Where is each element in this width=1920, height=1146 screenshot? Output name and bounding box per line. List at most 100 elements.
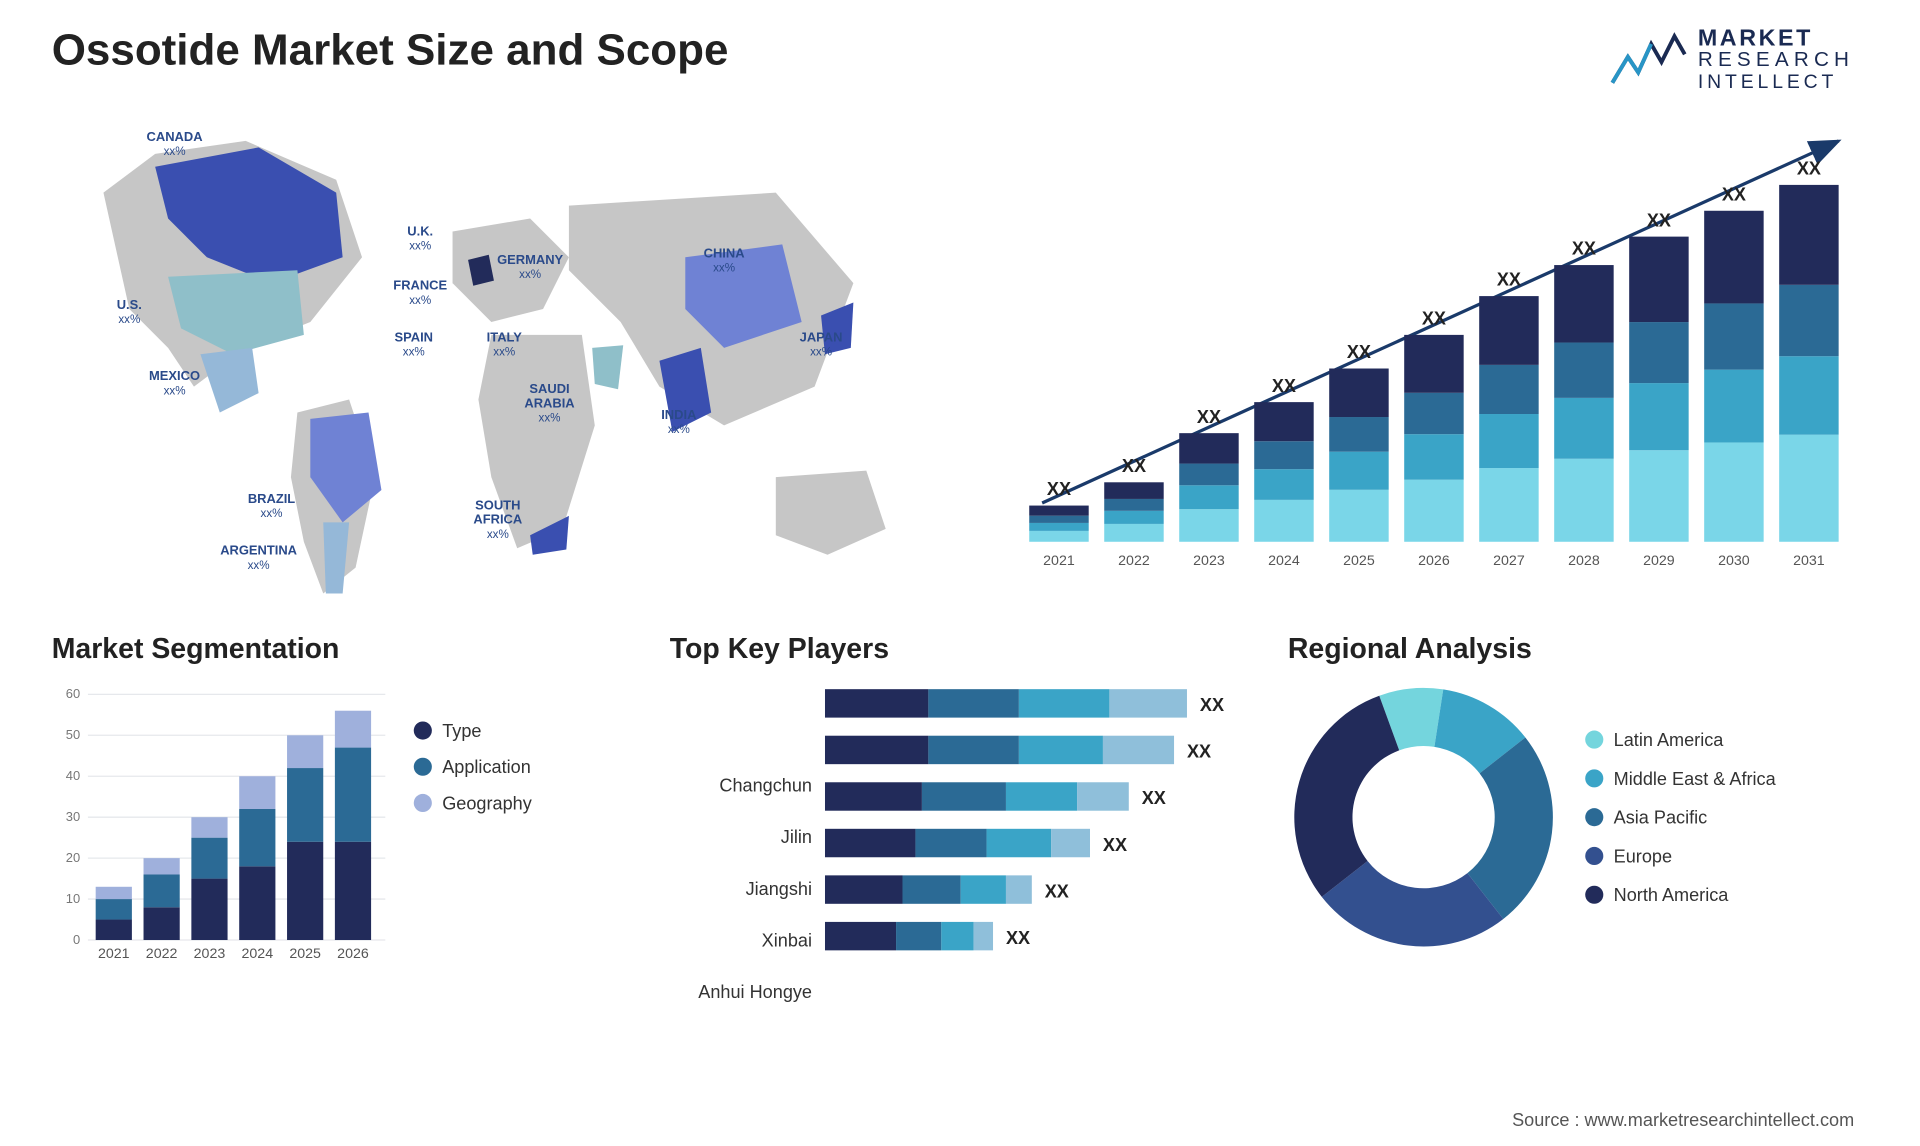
svg-text:SOUTH: SOUTH <box>475 497 520 512</box>
svg-text:10: 10 <box>66 891 80 906</box>
svg-text:xx%: xx% <box>713 262 735 275</box>
legend-label: Middle East & Africa <box>1614 768 1776 789</box>
svg-text:CANADA: CANADA <box>147 129 203 144</box>
svg-text:INDIA: INDIA <box>661 407 696 422</box>
svg-text:xx%: xx% <box>118 313 140 326</box>
player-label: Changchun <box>670 775 812 803</box>
logo-icon <box>1610 31 1688 88</box>
legend-swatch <box>1585 769 1603 787</box>
forecast-chart: XX 2021 XX 2022 XX 2023 XX 2024 XX 2025 XX 2026 XX 20… <box>1014 89 1867 606</box>
segmentation-title: Market Segmentation <box>52 632 631 666</box>
svg-text:2022: 2022 <box>146 946 178 962</box>
legend-label: Type <box>442 720 481 741</box>
key-players-chart: XXXXXXXXXXXX <box>825 681 1249 965</box>
page-title: Ossotide Market Size and Scope <box>52 26 1867 76</box>
svg-text:SAUDI: SAUDI <box>529 381 569 396</box>
svg-text:MEXICO: MEXICO <box>149 368 200 383</box>
svg-text:XX: XX <box>1103 835 1127 855</box>
legend-swatch <box>1585 847 1603 865</box>
svg-text:xx%: xx% <box>493 346 515 359</box>
svg-text:XX: XX <box>1422 309 1446 329</box>
svg-text:2023: 2023 <box>194 946 226 962</box>
svg-text:2024: 2024 <box>1268 553 1300 569</box>
svg-text:XX: XX <box>1272 376 1296 396</box>
key-players-title: Top Key Players <box>670 632 1249 666</box>
svg-text:0: 0 <box>73 932 80 947</box>
legend-item: North America <box>1585 884 1775 905</box>
svg-text:2021: 2021 <box>98 946 130 962</box>
svg-text:XX: XX <box>1722 184 1746 204</box>
svg-text:xx%: xx% <box>164 145 186 158</box>
svg-text:CHINA: CHINA <box>704 245 745 260</box>
player-label: Xinbai <box>670 930 812 958</box>
svg-text:SPAIN: SPAIN <box>394 329 433 344</box>
svg-text:40: 40 <box>66 768 80 783</box>
svg-text:xx%: xx% <box>164 384 186 397</box>
svg-text:50: 50 <box>66 727 80 742</box>
player-label: Anhui Hongye <box>670 981 812 1009</box>
svg-text:XX: XX <box>1572 239 1596 259</box>
svg-text:U.K.: U.K. <box>407 223 433 238</box>
segmentation-chart: 0102030405060202120222023202420252026 <box>52 681 388 965</box>
legend-item: Type <box>414 720 532 741</box>
svg-text:2024: 2024 <box>241 946 273 962</box>
svg-text:xx%: xx% <box>409 294 431 307</box>
svg-text:XX: XX <box>1122 456 1146 476</box>
svg-text:2031: 2031 <box>1793 553 1825 569</box>
regional-donut <box>1288 681 1560 953</box>
legend-label: Geography <box>442 793 532 814</box>
svg-text:XX: XX <box>1187 742 1211 762</box>
player-label: Jilin <box>670 826 812 854</box>
legend-swatch <box>1585 886 1603 904</box>
legend-item: Europe <box>1585 846 1775 867</box>
svg-text:2027: 2027 <box>1493 553 1525 569</box>
svg-text:2026: 2026 <box>1418 553 1450 569</box>
svg-text:xx%: xx% <box>810 346 832 359</box>
key-players-labels: Changchun Jilin Jiangshi Xinbai Anhui Hongye <box>670 681 812 1009</box>
svg-text:XX: XX <box>1006 928 1030 948</box>
svg-text:JAPAN: JAPAN <box>800 329 843 344</box>
source-text: Source : www.marketresearchintellect.com <box>1512 1109 1854 1130</box>
legend-label: Europe <box>1614 846 1672 867</box>
svg-text:xx%: xx% <box>248 559 270 572</box>
svg-text:2021: 2021 <box>1043 553 1075 569</box>
svg-text:GERMANY: GERMANY <box>497 252 563 267</box>
svg-text:20: 20 <box>66 850 80 865</box>
legend-swatch <box>1585 808 1603 826</box>
legend-item: Geography <box>414 793 532 814</box>
svg-text:2022: 2022 <box>1118 553 1150 569</box>
regional-legend: Latin AmericaMiddle East & AfricaAsia Pa… <box>1585 729 1775 905</box>
svg-text:2025: 2025 <box>1343 553 1375 569</box>
legend-label: North America <box>1614 884 1729 905</box>
legend-swatch <box>414 758 432 776</box>
svg-text:2026: 2026 <box>337 946 369 962</box>
legend-item: Asia Pacific <box>1585 807 1775 828</box>
svg-text:ITALY: ITALY <box>487 329 523 344</box>
svg-text:xx%: xx% <box>519 268 541 281</box>
svg-text:ARGENTINA: ARGENTINA <box>220 543 297 558</box>
svg-text:2029: 2029 <box>1643 553 1675 569</box>
svg-text:xx%: xx% <box>261 507 283 520</box>
world-map: CANADAxx%U.S.xx%MEXICOxx%BRAZILxx%ARGENT… <box>52 89 962 606</box>
svg-text:ARABIA: ARABIA <box>524 395 574 410</box>
svg-text:XX: XX <box>1347 342 1371 362</box>
svg-text:2023: 2023 <box>1193 553 1225 569</box>
logo-text-2: RESEARCH <box>1698 50 1854 72</box>
svg-text:BRAZIL: BRAZIL <box>248 491 295 506</box>
segmentation-section: Market Segmentation 01020304050602021202… <box>52 632 631 994</box>
svg-text:XX: XX <box>1142 788 1166 808</box>
player-label: Jiangshi <box>670 878 812 906</box>
svg-text:2030: 2030 <box>1718 553 1750 569</box>
legend-swatch <box>1585 731 1603 749</box>
svg-text:XX: XX <box>1797 159 1821 179</box>
svg-text:AFRICA: AFRICA <box>473 512 522 527</box>
svg-text:XX: XX <box>1047 479 1071 499</box>
logo-text-1: MARKET <box>1698 26 1854 50</box>
segmentation-legend: Type Application Geography <box>414 720 532 966</box>
svg-text:2025: 2025 <box>289 946 321 962</box>
legend-item: Application <box>414 756 532 777</box>
legend-swatch <box>414 721 432 739</box>
regional-section: Regional Analysis Latin AmericaMiddle Ea… <box>1288 632 1867 994</box>
svg-text:xx%: xx% <box>403 346 425 359</box>
svg-text:XX: XX <box>1197 407 1221 427</box>
